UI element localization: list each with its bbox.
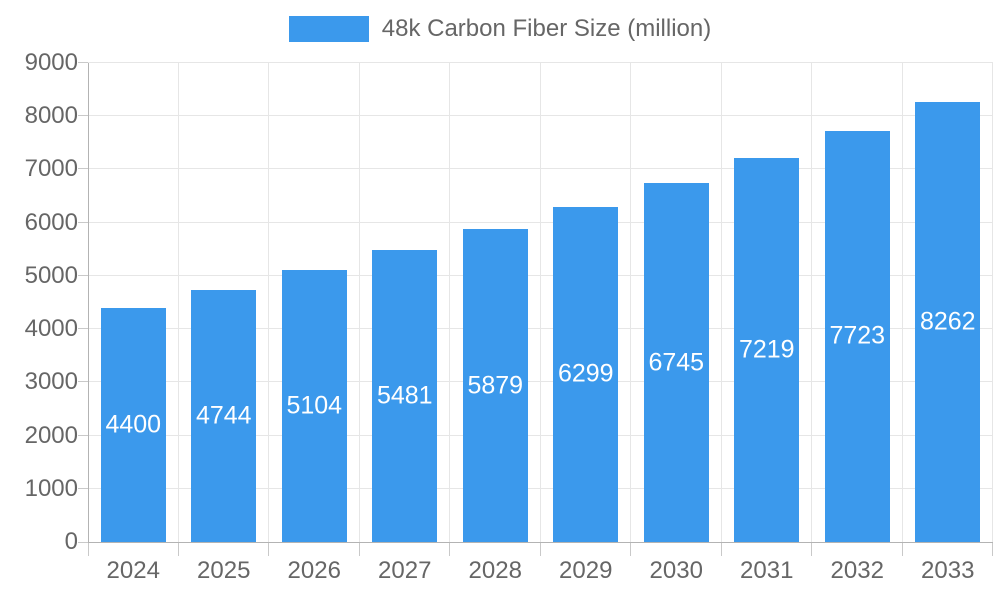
y-axis-tick-label: 4000 [24,315,78,343]
bar-value-label: 4400 [105,410,162,439]
gridline-vertical [449,63,450,542]
x-axis-tick [901,542,903,556]
y-axis-tick [78,168,88,170]
legend-label: 48k Carbon Fiber Size (million) [381,15,712,42]
gridline-vertical [901,63,903,542]
gridline-horizontal [88,381,993,383]
gridline-horizontal [88,274,993,276]
bar-2026[interactable]: 5104 [281,270,347,542]
y-axis-tick [78,328,88,330]
gridline-horizontal [88,168,993,170]
bar-value-label: 7723 [829,321,886,350]
bar-value-label: 6745 [648,348,705,377]
x-axis-tick-label: 2026 [287,557,341,584]
x-axis-tick-label: 2027 [378,557,432,584]
x-axis-tick-label: 2031 [740,557,794,584]
gridline-vertical [811,63,812,542]
gridline-horizontal [88,487,993,489]
y-axis-tick [78,115,88,117]
x-axis-tick [88,542,89,556]
y-axis-tick-label: 9000 [24,49,78,76]
y-axis-line [88,63,89,542]
x-axis-tick-label: 2032 [830,557,884,584]
bar-2032[interactable]: 7723 [824,130,890,542]
y-axis-tick [78,434,88,436]
x-axis-tick [539,542,541,556]
x-axis-tick [630,542,631,556]
bar-2028[interactable]: 5879 [462,229,528,542]
bar-value-label: 7219 [738,335,795,364]
chart-legend-item[interactable]: 48k Carbon Fiber Size (million) [0,15,1000,43]
y-axis-tick [78,381,88,383]
x-axis-tick-label: 2029 [559,557,613,584]
y-axis-tick-label: 8000 [24,102,78,130]
bar-2030[interactable]: 6745 [643,183,709,542]
x-axis-tick-label: 2025 [197,557,251,584]
gridline-vertical [630,63,631,542]
bar-value-label: 4744 [195,401,252,430]
bar-2024[interactable]: 4400 [100,307,166,542]
gridline-vertical [992,63,993,542]
x-axis-tick [358,542,360,556]
x-axis-tick [992,542,993,556]
y-axis-tick-label: 2000 [24,421,78,449]
y-axis-tick [78,62,88,63]
gridline-horizontal [88,62,993,63]
gridline-vertical [358,63,360,542]
bar-value-label: 8262 [919,307,976,336]
y-axis-tick-label: 0 [64,528,78,555]
gridline-horizontal [88,115,993,117]
plot-area: 0 1000 2000 3000 4000 5000 6000 7000 8000 9000 440… [25,49,993,584]
bar-value-label: 5481 [376,381,433,410]
x-axis-tick-label: 2030 [649,557,703,584]
gridline-vertical [720,63,722,542]
bar-2033[interactable]: 8262 [915,102,981,542]
y-axis-tick-label: 5000 [24,261,78,289]
x-axis-tick [811,542,812,556]
bar-2025[interactable]: 4744 [191,289,257,542]
gridline-horizontal [88,328,993,330]
y-axis-tick-label: 1000 [24,474,78,502]
gridline-vertical [268,63,269,542]
y-axis-tick [78,274,88,276]
bar-2027[interactable]: 5481 [372,250,438,542]
x-axis-tick [177,542,179,556]
x-axis-tick [268,542,269,556]
x-axis-tick-label: 2033 [921,557,975,584]
gridline-horizontal [88,221,993,223]
y-axis-tick [78,221,88,223]
bar-2031[interactable]: 7219 [734,157,800,542]
x-axis-line [88,542,993,543]
bar-value-label: 6299 [557,359,614,388]
x-axis-tick-label: 2028 [468,557,522,584]
x-axis-tick [720,542,722,556]
legend-swatch [288,16,369,42]
y-axis-tick-label: 6000 [24,208,78,236]
bar-value-label: 5879 [467,371,524,400]
gridline-vertical [177,63,179,542]
gridline-horizontal [88,434,993,436]
y-axis-tick [78,487,88,489]
x-axis-tick [449,542,450,556]
gridline-vertical [539,63,541,542]
bar-2029[interactable]: 6299 [553,206,619,542]
bar-value-label: 5104 [286,391,343,420]
x-axis-tick-label: 2024 [106,557,160,584]
y-axis-tick [78,542,88,543]
y-axis-tick-label: 7000 [24,155,78,183]
y-axis-tick-label: 3000 [24,368,78,396]
